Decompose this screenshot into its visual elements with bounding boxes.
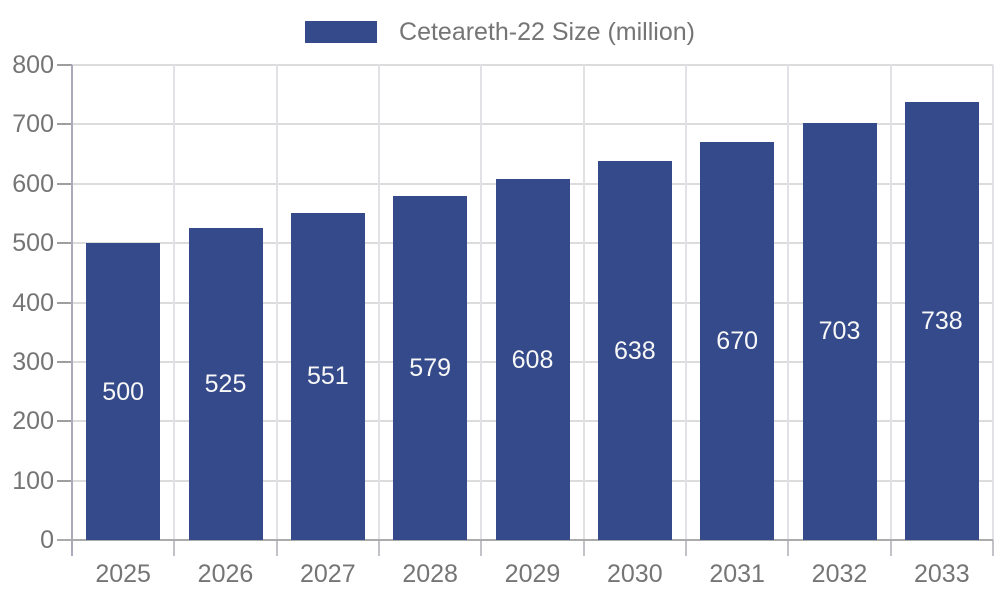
y-axis-tick-label: 500	[12, 229, 54, 258]
x-axis-tick	[889, 540, 892, 556]
x-axis-tick	[275, 540, 278, 556]
gridline-vertical	[582, 65, 585, 540]
x-axis-tick	[582, 540, 585, 556]
y-axis-tick-label: 800	[12, 51, 54, 79]
y-axis-tick	[57, 360, 72, 363]
bar-value-label: 551	[306, 362, 349, 391]
gridline-vertical	[378, 65, 380, 540]
gridline-vertical	[275, 65, 278, 540]
y-axis-tick-label: 200	[12, 407, 54, 436]
x-axis-tick	[173, 540, 176, 556]
bar-value-label: 703	[818, 317, 861, 346]
bar-value-label: 638	[613, 336, 656, 365]
y-axis-tick-label: 400	[12, 288, 54, 317]
bar-value-label: 738	[920, 306, 963, 335]
x-axis-tick-label: 2030	[607, 560, 663, 588]
x-axis-tick	[992, 540, 994, 556]
y-axis-tick-label: 300	[12, 347, 54, 376]
x-axis-tick-label: 2028	[402, 560, 458, 588]
x-axis-tick-label: 2032	[811, 560, 868, 588]
y-axis-tick	[57, 242, 72, 245]
bar-2031	[700, 142, 775, 540]
bar-2025	[86, 243, 161, 540]
legend-swatch	[305, 21, 378, 43]
gridline-vertical	[685, 65, 687, 540]
bar-value-label: 525	[204, 370, 247, 399]
x-axis-tick-label: 2025	[95, 560, 151, 588]
legend-item[interactable]: Ceteareth-22 Size (million)	[305, 18, 695, 47]
bar-2028	[393, 196, 468, 540]
y-axis-tick	[57, 420, 72, 423]
bar-2026	[188, 228, 263, 540]
bar-value-label: 670	[716, 327, 759, 356]
x-axis-tick-label: 2027	[300, 560, 356, 588]
y-axis-tick-label: 700	[12, 110, 54, 139]
y-axis-tick	[57, 64, 72, 66]
gridline-vertical	[787, 65, 790, 540]
bar-value-label: 579	[409, 354, 452, 383]
gridline-horizontal	[72, 64, 993, 66]
bar-value-label: 608	[511, 345, 554, 374]
gridline-horizontal	[72, 123, 993, 126]
gridline-vertical	[889, 65, 892, 540]
x-axis-tick-label: 2033	[914, 560, 970, 588]
x-axis-tick-label: 2026	[197, 560, 254, 588]
x-axis-tick	[685, 540, 687, 556]
x-axis-tick	[480, 540, 483, 556]
bar-value-label: 500	[102, 377, 145, 406]
legend-label: Ceteareth-22 Size (million)	[399, 17, 695, 46]
bar-2030	[597, 161, 672, 540]
y-axis-line	[71, 65, 73, 556]
x-axis-tick-label: 2031	[709, 560, 765, 588]
x-axis-tick	[378, 540, 380, 556]
bar-2027	[290, 212, 365, 540]
y-axis-tick	[57, 182, 72, 185]
y-axis-tick	[57, 479, 72, 482]
gridline-vertical	[173, 65, 176, 540]
x-axis-line	[57, 539, 993, 541]
bar-2029	[495, 179, 570, 540]
y-axis-tick-label: 100	[12, 466, 54, 495]
x-axis-tick-label: 2029	[504, 560, 561, 588]
y-axis-tick	[57, 301, 72, 304]
bar-2033	[904, 101, 979, 540]
y-axis-tick-label: 0	[40, 526, 54, 554]
gridline-vertical	[992, 65, 994, 540]
legend: Ceteareth-22 Size (million)	[0, 17, 1000, 47]
y-axis-tick	[57, 123, 72, 126]
gridline-vertical	[480, 65, 483, 540]
y-axis-tick-label: 600	[12, 169, 54, 198]
x-axis-tick	[787, 540, 790, 556]
bar-2032	[802, 122, 877, 540]
